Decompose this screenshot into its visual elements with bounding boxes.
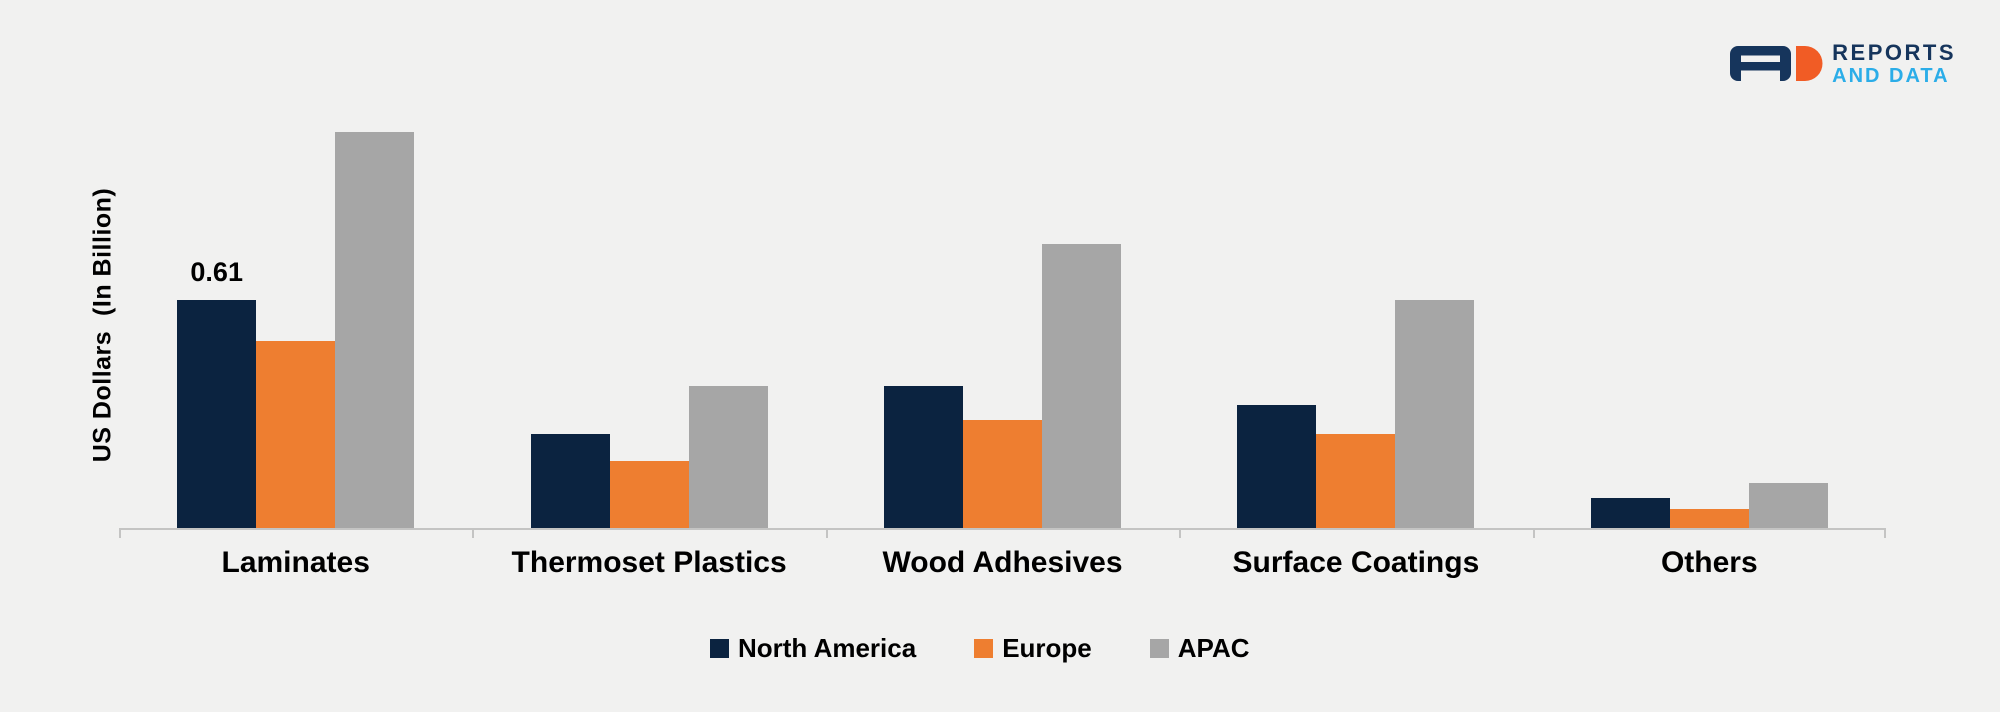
- legend-swatch-icon: [974, 639, 994, 658]
- x-axis-tick: [1884, 530, 1886, 538]
- legend-item-north-america: North America: [710, 633, 916, 664]
- legend: North America Europe APAC: [710, 633, 1250, 664]
- bar-north-america-laminates: [177, 300, 257, 528]
- logo-line1: REPORTS: [1832, 40, 1956, 65]
- logo-text: REPORTS AND DATA: [1832, 40, 1956, 87]
- bar-north-america-wood-adhesives: [884, 386, 963, 528]
- bar-europe-others: [1669, 509, 1749, 528]
- x-axis-tick: [1533, 530, 1535, 538]
- bar-europe-laminates: [256, 341, 336, 528]
- legend-item-europe: Europe: [974, 633, 1092, 664]
- bar-apac-thermoset-plastics: [688, 386, 768, 528]
- legend-swatch-icon: [710, 639, 729, 658]
- bar-apac-laminates: [335, 132, 415, 528]
- plot-area: 0.61: [119, 100, 1886, 538]
- reports-and-data-logo: REPORTS AND DATA: [1730, 42, 1956, 86]
- category-label-surface-coatings: Surface Coatings: [1232, 546, 1480, 579]
- logo-line2: AND DATA: [1832, 65, 1950, 87]
- rd-logo-icon: [1730, 46, 1823, 81]
- x-axis-tick: [1179, 530, 1181, 538]
- bar-apac-others: [1748, 483, 1828, 528]
- bar-north-america-others: [1590, 498, 1670, 528]
- x-axis-tick: [826, 530, 828, 538]
- legend-label: APAC: [1177, 633, 1250, 663]
- legend-swatch-icon: [1149, 639, 1169, 658]
- legend-label: North America: [738, 633, 917, 663]
- bar-apac-surface-coatings: [1395, 300, 1475, 528]
- x-axis-tick: [119, 530, 121, 538]
- bar-apac-wood-adhesives: [1042, 244, 1121, 528]
- y-axis-title: US Dollars (In Billion): [88, 187, 117, 463]
- bar-europe-surface-coatings: [1316, 434, 1396, 528]
- x-axis-tick: [472, 530, 474, 538]
- category-label-wood-adhesives: Wood Adhesives: [882, 546, 1123, 579]
- legend-label: Europe: [1002, 633, 1092, 663]
- category-label-thermoset-plastics: Thermoset Plastics: [511, 546, 787, 579]
- bar-value-label-north-america-laminates: 0.61: [190, 257, 243, 287]
- bar-europe-thermoset-plastics: [609, 461, 689, 528]
- x-axis-category-labels: Laminates Thermoset Plastics Wood Adhesive…: [119, 546, 1886, 580]
- category-label-laminates: Laminates: [221, 546, 370, 579]
- bar-europe-wood-adhesives: [963, 420, 1042, 528]
- bar-north-america-thermoset-plastics: [530, 434, 610, 528]
- bar-north-america-surface-coatings: [1237, 405, 1317, 528]
- category-label-others: Others: [1660, 546, 1758, 579]
- legend-item-apac: APAC: [1149, 633, 1250, 664]
